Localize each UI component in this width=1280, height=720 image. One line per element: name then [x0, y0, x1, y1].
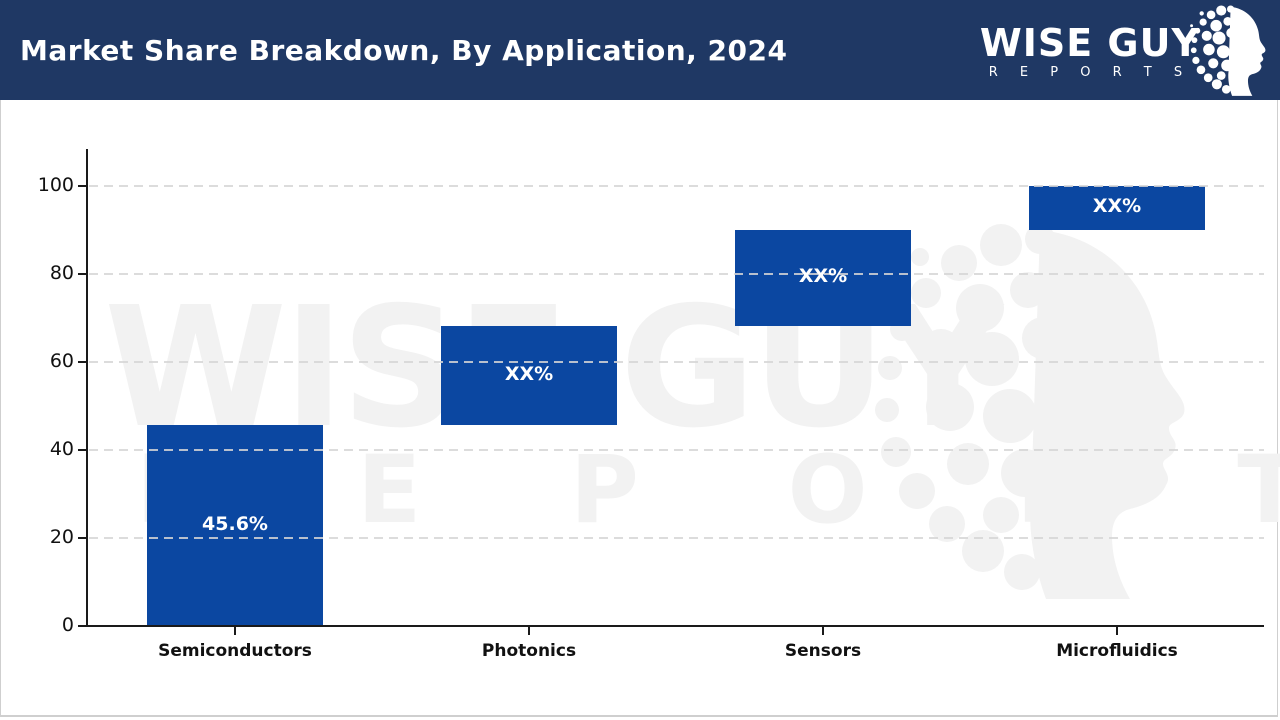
- app-header: Market Share Breakdown, By Application, …: [0, 0, 1280, 100]
- bar-label-microfluidics: XX%: [1092, 195, 1142, 217]
- bar-segment-semiconductors: [147, 425, 323, 626]
- brand-subtitle: R E P O R T S: [988, 64, 1192, 80]
- x-tick-microfluidics: [1116, 627, 1118, 635]
- gridline-100: [89, 185, 1264, 187]
- brand-wordmark: WISE GUY R E P O R T S: [980, 23, 1200, 80]
- y-tick-0: [78, 625, 86, 627]
- gridline-20: [89, 537, 1264, 539]
- card-left-border: [0, 100, 1, 716]
- x-axis: [86, 625, 1264, 627]
- x-tick-label-microfluidics: Microfluidics: [1056, 641, 1178, 661]
- gridline-80: [89, 273, 1264, 275]
- y-tick-label-100: 100: [37, 174, 74, 196]
- card-right-border: [1277, 100, 1278, 716]
- bar-segment-microfluidics: [1029, 186, 1205, 230]
- y-tick-40: [78, 449, 86, 451]
- y-tick-100: [78, 185, 86, 187]
- y-tick-label-60: 60: [49, 350, 74, 372]
- y-tick-80: [78, 273, 86, 275]
- card-bottom-border: [0, 715, 1278, 717]
- bar-segment-photonics: [441, 325, 617, 426]
- gridline-40: [89, 449, 1264, 451]
- x-tick-photonics: [528, 627, 530, 635]
- bar-label-semiconductors: 45.6%: [202, 512, 268, 535]
- x-tick-semiconductors: [234, 627, 236, 635]
- gridline-60: [89, 361, 1264, 363]
- brand-name: WISE GUY: [979, 20, 1200, 65]
- x-tick-sensors: [822, 627, 824, 635]
- bar-label-sensors: XX%: [798, 264, 848, 287]
- y-tick-60: [78, 361, 86, 363]
- x-tick-label-photonics: Photonics: [481, 641, 577, 661]
- y-axis: [86, 148, 88, 627]
- y-tick-label-40: 40: [49, 438, 74, 460]
- y-tick-label-80: 80: [49, 262, 74, 284]
- x-tick-label-sensors: Sensors: [784, 641, 862, 661]
- y-tick-20: [78, 537, 86, 539]
- y-tick-label-0: 0: [61, 614, 74, 636]
- y-tick-label-20: 20: [49, 526, 74, 548]
- bar-label-photonics: XX%: [504, 362, 554, 385]
- page-title: Market Share Breakdown, By Application, …: [20, 34, 788, 67]
- brand-logo: WISE GUY R E P O R T S: [980, 4, 1268, 98]
- x-tick-label-semiconductors: Semiconductors: [158, 641, 312, 661]
